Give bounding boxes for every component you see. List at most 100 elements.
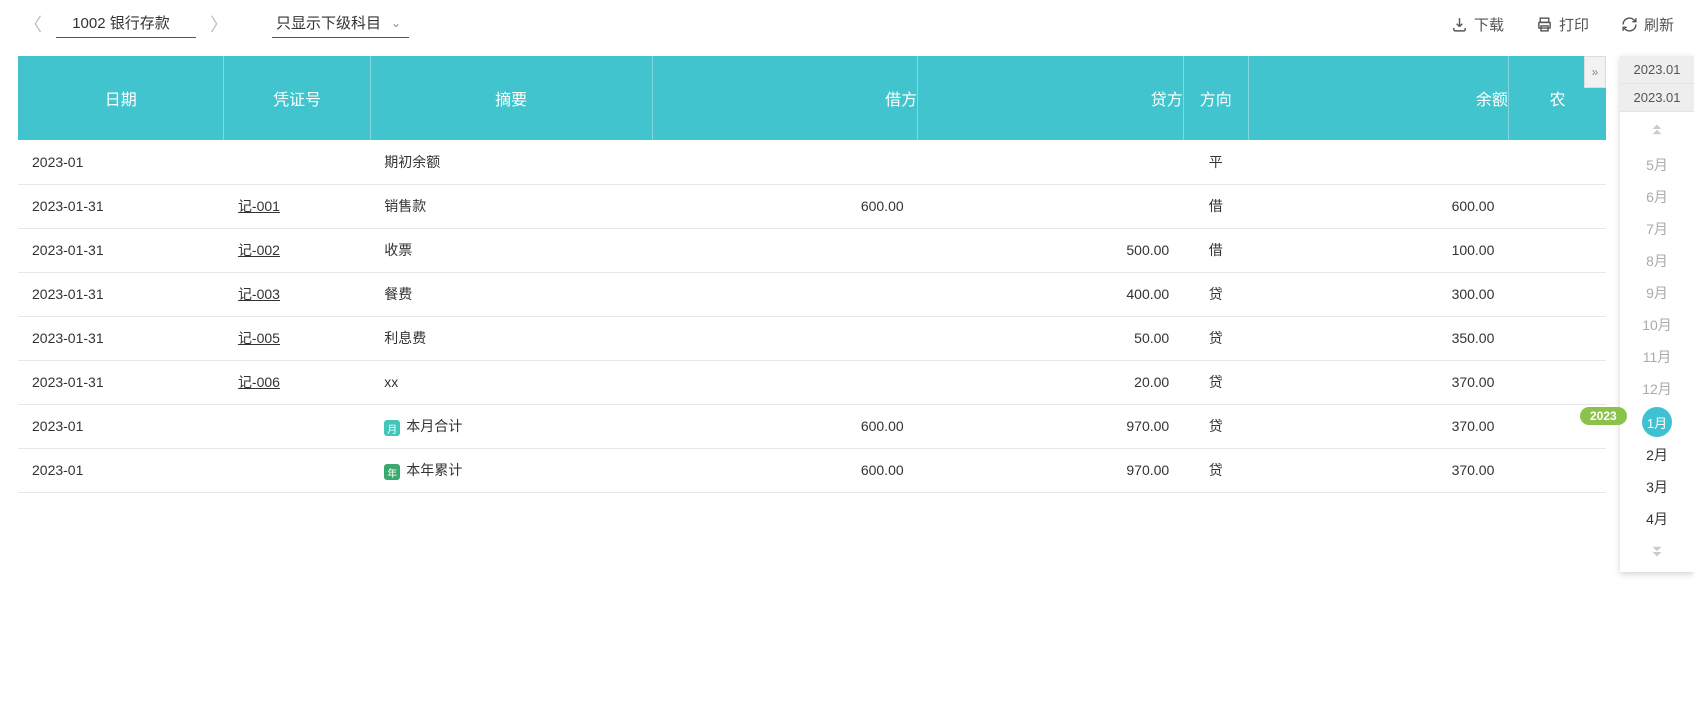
col-header-date: 日期 xyxy=(18,56,224,140)
month-item[interactable]: 4月 xyxy=(1620,503,1694,535)
cell-balance: 100.00 xyxy=(1248,228,1508,272)
col-header-credit: 贷方 xyxy=(918,56,1184,140)
print-icon xyxy=(1536,16,1553,33)
cell-voucher: 记-002 xyxy=(224,228,370,272)
cell-credit: 400.00 xyxy=(918,272,1184,316)
voucher-link[interactable]: 记-002 xyxy=(238,242,280,258)
month-item[interactable]: 7月 xyxy=(1620,213,1694,245)
cell-date: 2023-01-31 xyxy=(18,316,224,360)
cell-debit xyxy=(652,360,918,404)
cell-direction: 贷 xyxy=(1183,448,1248,492)
cell-direction: 平 xyxy=(1183,140,1248,184)
period-scroll-up[interactable] xyxy=(1620,112,1694,149)
table-row: 2023-01-31记-003餐费400.00贷300.00 xyxy=(18,272,1606,316)
cell-voucher: 记-005 xyxy=(224,316,370,360)
period-scroll-down[interactable] xyxy=(1620,535,1694,572)
expand-handle[interactable]: » xyxy=(1584,56,1606,88)
account-selector[interactable]: 1002 银行存款 xyxy=(56,10,196,38)
cell-debit xyxy=(652,228,918,272)
month-list: 5月6月7月8月9月10月11月12月20231月2月3月4月 xyxy=(1620,149,1694,535)
table-row: 2023-01 期初余额 平 xyxy=(18,140,1606,184)
cell-debit: 600.00 xyxy=(652,448,918,492)
cell-date: 2023-01-31 xyxy=(18,360,224,404)
ledger-table: 日期 凭证号 摘要 借方 贷方 方向 余额 农 2023-01期初余额平2023… xyxy=(18,56,1606,493)
month-item[interactable]: 8月 xyxy=(1620,245,1694,277)
cell-credit: 970.00 xyxy=(918,448,1184,492)
cell-summary: 年本年累计 xyxy=(370,448,652,492)
period-to[interactable]: 2023.01 xyxy=(1620,84,1694,112)
summary-text: 销售款 xyxy=(384,198,426,214)
ledger-table-container: » 日期 凭证号 摘要 借方 贷方 方向 余额 农 2023-01期初余额平20… xyxy=(18,56,1606,572)
voucher-link[interactable]: 记-003 xyxy=(238,286,280,302)
table-row: 2023-01年本年累计600.00970.00贷370.00 xyxy=(18,448,1606,492)
cell-direction: 贷 xyxy=(1183,360,1248,404)
filter-label: 只显示下级科目 xyxy=(276,12,381,33)
cell-voucher xyxy=(224,448,370,492)
month-item[interactable]: 9月 xyxy=(1620,277,1694,309)
cell-summary: 月本月合计 xyxy=(370,404,652,448)
summary-text: 餐费 xyxy=(384,286,412,302)
summary-text: 期初余额 xyxy=(384,154,440,170)
refresh-label: 刷新 xyxy=(1644,14,1674,35)
table-row: 2023-01月本月合计600.00970.00贷370.00 xyxy=(18,404,1606,448)
print-button[interactable]: 打印 xyxy=(1536,14,1589,35)
voucher-link[interactable]: 记-006 xyxy=(238,374,280,390)
summary-text: 收票 xyxy=(384,242,412,258)
month-item[interactable]: 11月 xyxy=(1620,341,1694,373)
table-row: 2023-01-31 记-006 xx 20.00贷370.00 xyxy=(18,360,1606,404)
col-header-dir: 方向 xyxy=(1183,56,1248,140)
download-button[interactable]: 下载 xyxy=(1451,14,1504,35)
cell-direction: 贷 xyxy=(1183,316,1248,360)
month-item-active[interactable]: 20231月 xyxy=(1620,405,1694,439)
cell-date: 2023-01-31 xyxy=(18,228,224,272)
col-header-balance: 余额 xyxy=(1248,56,1508,140)
cell-extra xyxy=(1508,272,1606,316)
cell-summary: 收票 xyxy=(370,228,652,272)
cell-debit xyxy=(652,140,918,184)
month-item[interactable]: 10月 xyxy=(1620,309,1694,341)
summary-text: xx xyxy=(384,374,398,390)
summary-type-icon: 月 xyxy=(384,420,400,436)
month-item[interactable]: 3月 xyxy=(1620,471,1694,503)
print-label: 打印 xyxy=(1559,14,1589,35)
month-item[interactable]: 5月 xyxy=(1620,149,1694,181)
voucher-link[interactable]: 记-001 xyxy=(238,198,280,214)
month-item[interactable]: 2月 xyxy=(1620,439,1694,471)
cell-summary: 餐费 xyxy=(370,272,652,316)
summary-text: 本年累计 xyxy=(406,462,462,478)
cell-credit: 20.00 xyxy=(918,360,1184,404)
double-up-icon xyxy=(1648,120,1666,138)
refresh-icon xyxy=(1621,16,1638,33)
cell-direction: 借 xyxy=(1183,228,1248,272)
voucher-link[interactable]: 记-005 xyxy=(238,330,280,346)
month-item[interactable]: 6月 xyxy=(1620,181,1694,213)
col-header-summary: 摘要 xyxy=(370,56,652,140)
next-account-arrow[interactable]: 〉 xyxy=(206,11,232,37)
refresh-button[interactable]: 刷新 xyxy=(1621,14,1674,35)
prev-account-arrow[interactable]: 〈 xyxy=(20,11,46,37)
cell-date: 2023-01 xyxy=(18,140,224,184)
year-badge: 2023 xyxy=(1580,407,1627,425)
cell-date: 2023-01-31 xyxy=(18,272,224,316)
filter-dropdown[interactable]: 只显示下级科目 ⌄ xyxy=(272,10,409,38)
cell-voucher xyxy=(224,404,370,448)
cell-debit: 600.00 xyxy=(652,404,918,448)
col-header-voucher: 凭证号 xyxy=(224,56,370,140)
period-from[interactable]: 2023.01 xyxy=(1620,56,1694,84)
cell-extra xyxy=(1508,316,1606,360)
cell-summary: 期初余额 xyxy=(370,140,652,184)
chevron-down-icon: ⌄ xyxy=(391,16,401,30)
cell-date: 2023-01 xyxy=(18,404,224,448)
cell-balance xyxy=(1248,140,1508,184)
cell-extra xyxy=(1508,184,1606,228)
period-panel: 2023.01 2023.01 5月6月7月8月9月10月11月12月20231… xyxy=(1620,56,1694,572)
cell-balance: 370.00 xyxy=(1248,360,1508,404)
cell-balance: 350.00 xyxy=(1248,316,1508,360)
cell-balance: 300.00 xyxy=(1248,272,1508,316)
download-icon xyxy=(1451,16,1468,33)
summary-text: 本月合计 xyxy=(406,418,462,434)
month-item[interactable]: 12月 xyxy=(1620,373,1694,405)
cell-credit xyxy=(918,184,1184,228)
cell-summary: xx xyxy=(370,360,652,404)
cell-debit xyxy=(652,272,918,316)
